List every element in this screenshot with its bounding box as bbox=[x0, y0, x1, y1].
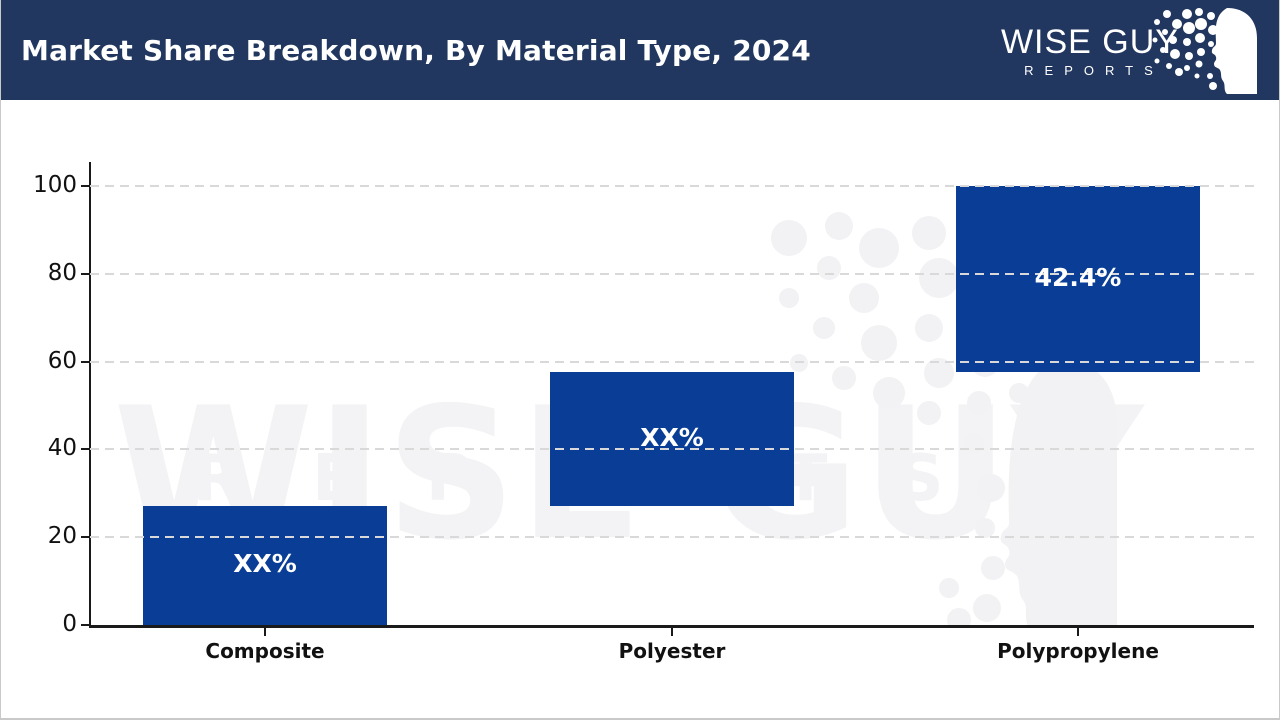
gridline-100 bbox=[90, 185, 1254, 187]
y-tick-60 bbox=[81, 360, 90, 363]
wiseguy-logo: WISE GUY REPORTS bbox=[1001, 6, 1265, 94]
x-axis-spine bbox=[89, 625, 1254, 628]
wiseguy-face-icon bbox=[1152, 8, 1257, 94]
y-tick-label-20: 20 bbox=[47, 523, 77, 550]
y-tick-40 bbox=[81, 448, 90, 451]
bar-value-label-polypropylene: 42.4% bbox=[1034, 263, 1122, 293]
y-tick-0 bbox=[81, 624, 90, 626]
y-tick-label-0: 0 bbox=[62, 611, 77, 637]
bar-polyester bbox=[550, 372, 794, 506]
x-tick-label-polyester: Polyester bbox=[618, 639, 726, 663]
gridline-20 bbox=[90, 536, 1254, 539]
gridline-40 bbox=[90, 448, 1254, 451]
y-tick-100 bbox=[81, 185, 90, 187]
y-tick-label-60: 60 bbox=[47, 347, 77, 374]
wiseguy-logo-text: WISE GUY REPORTS bbox=[1001, 23, 1179, 78]
bar-polypropylene bbox=[956, 186, 1200, 373]
y-axis-spine bbox=[89, 162, 91, 627]
x-tick-polypropylene bbox=[1077, 628, 1079, 636]
y-tick-label-100: 100 bbox=[33, 172, 77, 198]
x-tick-composite bbox=[264, 628, 266, 636]
market-share-chart: WISE GUY REPORTS 020406080100XX%Composit… bbox=[1, 100, 1280, 718]
logo-wordmark: WISE GUY bbox=[1000, 22, 1179, 61]
header-bar: Market Share Breakdown, By Material Type… bbox=[1, 0, 1279, 100]
y-tick-label-40: 40 bbox=[47, 435, 77, 462]
y-tick-80 bbox=[81, 272, 90, 275]
bar-value-label-composite: XX% bbox=[233, 549, 297, 579]
x-tick-polyester bbox=[671, 628, 673, 636]
gridline-60 bbox=[90, 360, 1254, 363]
y-tick-label-80: 80 bbox=[47, 259, 77, 286]
y-tick-20 bbox=[81, 536, 90, 539]
logo-subtitle: REPORTS bbox=[1024, 62, 1164, 78]
bar-value-label-polyester: XX% bbox=[640, 422, 704, 452]
x-tick-label-polypropylene: Polypropylene bbox=[997, 639, 1159, 663]
x-tick-label-composite: Composite bbox=[205, 639, 325, 663]
gridline-80 bbox=[90, 272, 1254, 275]
bar-composite bbox=[143, 505, 387, 625]
page-title: Market Share Breakdown, By Material Type… bbox=[21, 33, 811, 67]
